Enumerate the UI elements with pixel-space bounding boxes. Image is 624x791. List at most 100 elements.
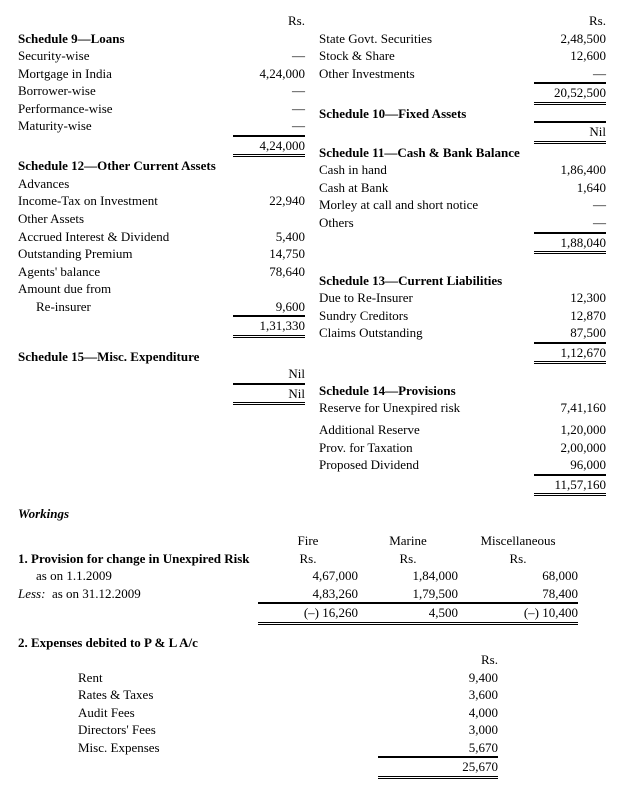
schedule-11-title: Schedule 11—Cash & Bank Balance xyxy=(319,144,534,162)
s11-item: Morley at call and short notice xyxy=(319,196,534,214)
s11-val: — xyxy=(534,214,606,233)
top-total: 20,52,500 xyxy=(534,83,606,105)
w2-val: 3,600 xyxy=(378,686,498,704)
top-val: 2,48,500 xyxy=(534,30,606,48)
right-column: Rs. State Govt. Securities2,48,500 Stock… xyxy=(319,12,606,496)
w2-title: 2. Expenses debited to P & L A/c xyxy=(18,635,606,651)
left-column: Rs. Schedule 9—Loans Security-wise— Mort… xyxy=(18,12,305,496)
s9-val: — xyxy=(233,117,305,136)
s15-nil: Nil xyxy=(233,365,305,384)
s11-item: Cash at Bank xyxy=(319,179,534,197)
s12-item: Accrued Interest & Dividend xyxy=(18,228,233,246)
top-item: Other Investments xyxy=(319,65,534,84)
top-val: 12,600 xyxy=(534,47,606,65)
s9-item: Mortgage in India xyxy=(18,65,233,83)
schedule-10-title: Schedule 10—Fixed Assets xyxy=(319,105,534,123)
s14-total: 11,57,160 xyxy=(534,475,606,497)
s14-val: 2,00,000 xyxy=(534,439,606,457)
w2-item: Audit Fees xyxy=(78,704,378,722)
s9-val: — xyxy=(233,100,305,118)
s9-item: Performance-wise xyxy=(18,100,233,118)
s12-val: 14,750 xyxy=(233,245,305,263)
s12-item: Income-Tax on Investment xyxy=(18,192,233,210)
w1-cell: 1,84,000 xyxy=(358,567,458,585)
s13-val: 12,870 xyxy=(534,307,606,325)
s11-val: 1,86,400 xyxy=(534,161,606,179)
schedule-14-title: Schedule 14—Provisions xyxy=(319,382,534,400)
s11-item: Others xyxy=(319,214,534,233)
s14-item: Additional Reserve xyxy=(319,421,534,439)
s13-item: Due to Re-Insurer xyxy=(319,289,534,307)
s10-val: Nil xyxy=(534,122,606,144)
top-item: Stock & Share xyxy=(319,47,534,65)
s12-item: Re-insurer xyxy=(18,298,233,317)
s11-total: 1,88,040 xyxy=(534,233,606,255)
s12-item: Agents' balance xyxy=(18,263,233,281)
s12-item: Outstanding Premium xyxy=(18,245,233,263)
s9-val: — xyxy=(233,82,305,100)
rs-header-left: Rs. xyxy=(233,12,305,30)
w1-cell: 68,000 xyxy=(458,567,578,585)
s12-val: 78,640 xyxy=(233,263,305,281)
s9-item: Maturity-wise xyxy=(18,117,233,136)
s14-val: 7,41,160 xyxy=(534,399,606,417)
w1-col: Miscellaneous xyxy=(458,532,578,550)
w2-val: 4,000 xyxy=(378,704,498,722)
s9-total: 4,24,000 xyxy=(233,136,305,158)
w1-unit: Rs. xyxy=(458,550,578,568)
w1-cell: 1,79,500 xyxy=(358,585,458,604)
s13-item: Claims Outstanding xyxy=(319,324,534,343)
w2-val: 5,670 xyxy=(378,739,498,758)
two-column-schedules: Rs. Schedule 9—Loans Security-wise— Mort… xyxy=(18,12,606,496)
s9-val: — xyxy=(233,47,305,65)
s12-val xyxy=(233,210,305,228)
w1-unit: Rs. xyxy=(258,550,358,568)
s11-item: Cash in hand xyxy=(319,161,534,179)
top-val: — xyxy=(534,65,606,84)
s14-item: Proposed Dividend xyxy=(319,456,534,475)
workings-2-table: Rs. Rent9,400 Rates & Taxes3,600 Audit F… xyxy=(78,651,606,779)
w2-item: Rates & Taxes xyxy=(78,686,378,704)
w1-row-label: as on 1.1.2009 xyxy=(18,567,258,585)
s11-val: — xyxy=(534,196,606,214)
w1-row-label: Less: as on 31.12.2009 xyxy=(18,585,258,604)
schedule-13-title: Schedule 13—Current Liabilities xyxy=(319,272,534,290)
w1-title: 1. Provision for change in Unexpired Ris… xyxy=(18,550,258,568)
w1-unit: Rs. xyxy=(358,550,458,568)
w1-total: (–) 10,400 xyxy=(458,603,578,625)
s12-val: 9,600 xyxy=(233,298,305,317)
w1-col: Fire xyxy=(258,532,358,550)
w1-cell: 78,400 xyxy=(458,585,578,604)
w1-cell: 4,67,000 xyxy=(258,567,358,585)
s12-total: 1,31,330 xyxy=(233,316,305,338)
s11-val: 1,640 xyxy=(534,179,606,197)
s14-val: 1,20,000 xyxy=(534,421,606,439)
s13-total: 1,12,670 xyxy=(534,343,606,365)
w2-item: Rent xyxy=(78,669,378,687)
w2-val: 3,000 xyxy=(378,721,498,739)
s12-val: 22,940 xyxy=(233,192,305,210)
w1-total: (–) 16,260 xyxy=(258,603,358,625)
s9-item: Security-wise xyxy=(18,47,233,65)
schedule-15-title: Schedule 15—Misc. Expenditure xyxy=(18,348,233,366)
s15-nil: Nil xyxy=(233,384,305,406)
s12-val: 5,400 xyxy=(233,228,305,246)
s14-val: 96,000 xyxy=(534,456,606,475)
w1-less-label: as on 31.12.2009 xyxy=(52,586,141,601)
s14-item: Reserve for Unexpired risk xyxy=(319,399,534,417)
s12-val xyxy=(233,280,305,298)
w2-item: Directors' Fees xyxy=(78,721,378,739)
s12-item: Other Assets xyxy=(18,210,233,228)
s9-val: 4,24,000 xyxy=(233,65,305,83)
w1-col: Marine xyxy=(358,532,458,550)
s13-item: Sundry Creditors xyxy=(319,307,534,325)
w2-total: 25,670 xyxy=(378,757,498,779)
top-item: State Govt. Securities xyxy=(319,30,534,48)
s13-val: 12,300 xyxy=(534,289,606,307)
w1-cell: 4,83,260 xyxy=(258,585,358,604)
w2-item: Misc. Expenses xyxy=(78,739,378,758)
s13-val: 87,500 xyxy=(534,324,606,343)
schedule-12-title: Schedule 12—Other Current Assets xyxy=(18,157,233,175)
s12-val xyxy=(233,175,305,193)
rs-header-right: Rs. xyxy=(534,12,606,30)
